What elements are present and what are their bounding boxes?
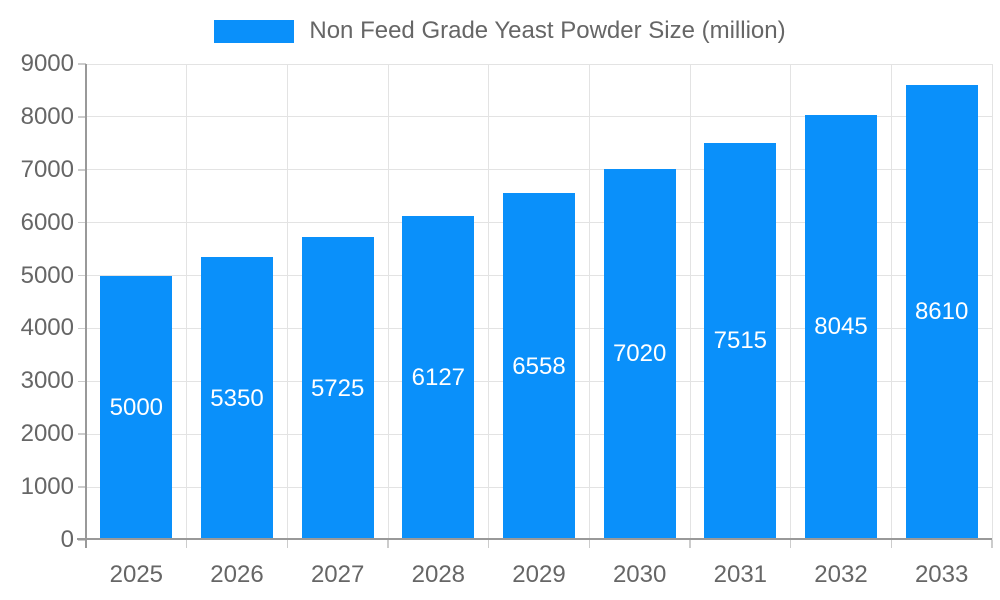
y-axis-tick	[78, 221, 86, 224]
y-axis-label-8000: 8000	[20, 102, 74, 130]
legend-swatch	[214, 19, 295, 43]
gridline-vertical	[588, 64, 590, 540]
legend[interactable]: Non Feed Grade Yeast Powder Size (millio…	[0, 16, 1000, 46]
gridline-vertical	[991, 64, 993, 540]
y-axis-tick	[78, 169, 86, 171]
bar-value-label: 5725	[310, 374, 365, 402]
gridline-horizontal	[86, 116, 992, 118]
x-axis-label-2028: 2028	[411, 561, 466, 588]
x-axis-tick	[588, 540, 591, 548]
bar-value-label: 5350	[210, 384, 264, 412]
gridline-horizontal	[86, 63, 992, 65]
x-axis-label-2030: 2030	[612, 561, 667, 588]
x-axis-tick	[789, 540, 792, 548]
gridline-vertical	[186, 64, 188, 540]
bar-value-label: 6127	[411, 363, 466, 391]
y-axis-tick	[78, 539, 86, 541]
bar-2033[interactable]: 8610	[905, 84, 978, 540]
x-axis-tick	[991, 540, 993, 548]
gridline-vertical	[286, 64, 288, 540]
gridline-vertical	[689, 64, 691, 540]
x-axis-label-2032: 2032	[814, 561, 868, 588]
bar-value-label: 5000	[109, 393, 164, 421]
y-axis-tick	[78, 327, 86, 330]
y-axis-line	[85, 64, 87, 548]
x-axis-tick	[689, 540, 691, 548]
x-axis-label-2025: 2025	[109, 561, 164, 588]
y-axis-tick	[78, 486, 86, 488]
y-axis-label-1000: 1000	[20, 473, 74, 501]
gridline-vertical	[890, 64, 892, 540]
y-axis-label-2000: 2000	[20, 420, 74, 448]
x-axis-label-2033: 2033	[914, 561, 969, 588]
bar-2031[interactable]: 7515	[704, 142, 777, 540]
y-axis-tick	[78, 433, 86, 435]
y-axis-label-9000: 9000	[20, 50, 74, 77]
bar-2026[interactable]: 5350	[201, 257, 273, 540]
x-axis-tick	[185, 540, 188, 548]
gridline-vertical	[387, 64, 389, 540]
bar-value-label: 8045	[814, 313, 868, 341]
y-axis-label-7000: 7000	[20, 155, 74, 183]
y-axis-tick	[78, 63, 86, 65]
y-axis-tick	[78, 116, 86, 118]
bar-2025[interactable]: 5000	[100, 275, 173, 540]
x-axis-label-2029: 2029	[512, 561, 566, 588]
legend-label: Non Feed Grade Yeast Powder Size (millio…	[309, 17, 786, 44]
x-axis-tick	[286, 540, 289, 548]
bar-2027[interactable]: 5725	[301, 237, 374, 540]
x-axis-line	[77, 538, 992, 540]
bar-value-label: 7515	[713, 327, 768, 355]
bar-2032[interactable]: 8045	[805, 114, 877, 540]
bar-2030[interactable]: 7020	[603, 168, 676, 540]
y-axis-label-4000: 4000	[20, 314, 74, 342]
gridline-vertical	[488, 64, 490, 540]
x-axis-label-2027: 2027	[310, 561, 365, 588]
gridline-horizontal	[86, 169, 992, 171]
gridline-vertical	[790, 64, 792, 540]
bar-value-label: 8610	[914, 298, 969, 326]
y-axis-label-3000: 3000	[20, 367, 74, 395]
x-axis-tick	[387, 540, 389, 548]
bar-2029[interactable]: 6558	[503, 193, 575, 540]
bar-2028[interactable]: 6127	[402, 215, 475, 540]
x-axis-tick	[890, 540, 893, 548]
y-axis-label-5000: 5000	[20, 261, 74, 289]
bar-value-label: 7020	[612, 340, 667, 368]
x-axis-label-2031: 2031	[713, 561, 768, 588]
x-axis-tick	[487, 540, 490, 548]
y-axis-label-0: 0	[60, 526, 74, 553]
y-axis-label-6000: 6000	[20, 208, 74, 236]
bar-value-label: 6558	[512, 352, 566, 380]
y-axis-tick	[78, 380, 86, 383]
x-axis-label-2026: 2026	[210, 561, 264, 588]
y-axis-tick	[78, 274, 86, 277]
